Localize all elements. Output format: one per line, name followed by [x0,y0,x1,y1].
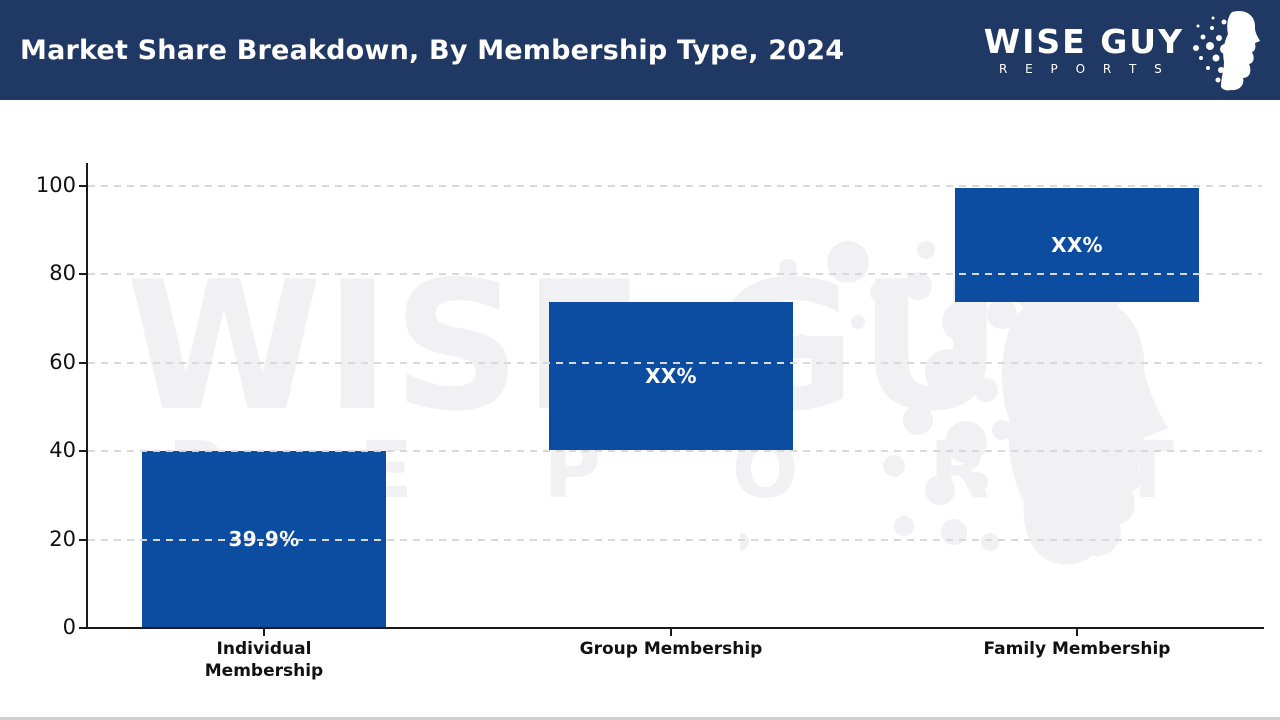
header-bar: Market Share Breakdown, By Membership Ty… [0,0,1280,100]
y-tick-mark [79,185,86,187]
chart-area: WISE GUY R E P O R T S 02040608010039.9%… [0,100,1280,720]
x-tick-mark [1076,629,1078,636]
gridline [88,273,1262,276]
logo-text: WISE GUY R E P O R T S [984,25,1184,75]
logo-wordmark: WISE GUY [983,22,1184,61]
category-label-family-membership: Family Membership [983,639,1171,659]
bar-value-label: XX% [1051,232,1103,257]
logo-subtitle: R E P O R T S [998,62,1169,76]
category-label-group-membership: Group Membership [579,639,763,659]
y-tick-label: 60 [49,349,76,374]
page-title: Market Share Breakdown, By Membership Ty… [20,34,845,66]
watermark-face-icon [740,241,1168,565]
category-label-individual-membership: Individual Membership [204,639,324,681]
gridline [88,450,1262,453]
y-tick-label: 40 [49,438,76,463]
gridline [88,185,1262,187]
y-tick-label: 100 [35,173,76,197]
x-axis-line [86,627,1264,629]
gridline [88,538,1262,541]
x-tick-mark [263,629,265,636]
logo-face-icon [1193,10,1260,91]
y-tick-mark [79,273,86,276]
gridline [88,361,1262,364]
y-tick-mark [79,450,86,453]
bar-group-membership: XX% [549,302,793,451]
y-axis-line [86,163,88,629]
y-tick-label: 0 [62,615,76,639]
x-tick-mark [670,629,672,636]
bar-value-label: XX% [645,364,697,389]
bar-family-membership: XX% [955,187,1199,303]
y-tick-label: 80 [49,261,76,286]
y-tick-mark [79,538,86,541]
y-tick-label: 20 [49,526,76,551]
wise-guy-logo: WISE GUY R E P O R T S [984,8,1262,92]
y-tick-mark [79,361,86,364]
y-tick-mark [79,627,86,629]
